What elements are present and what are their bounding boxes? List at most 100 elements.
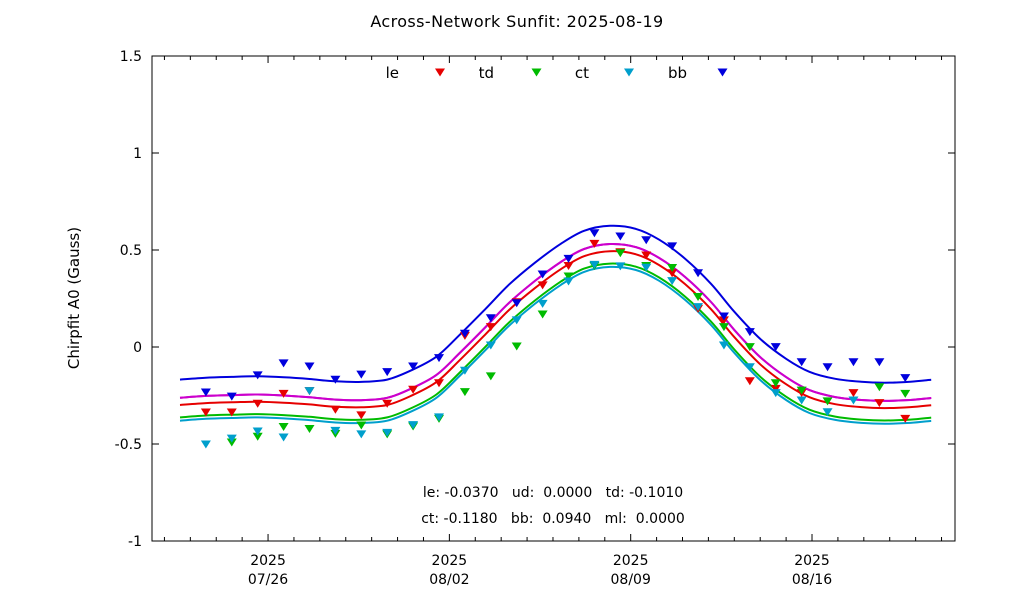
stats-line-2: ct: -0.1180 bb: 0.0940 ml: 0.0000 — [421, 511, 685, 527]
marker-le — [900, 414, 911, 423]
marker-ct — [537, 299, 548, 308]
marker-ct — [744, 363, 755, 372]
marker-le — [641, 251, 652, 260]
markers-ct — [200, 260, 859, 449]
marker-le — [770, 384, 781, 393]
marker-bb — [252, 371, 263, 380]
marker-ct — [770, 389, 781, 398]
legend: le td ct bb — [386, 64, 687, 82]
marker-td — [537, 310, 548, 319]
marker-td — [511, 342, 522, 351]
y-tick-label: -0.5 — [115, 437, 142, 453]
marker-bb — [485, 314, 496, 323]
marker-bb — [770, 343, 781, 352]
marker-bb — [200, 388, 211, 397]
marker-bb — [356, 370, 367, 379]
marker-td — [356, 421, 367, 430]
curves-layer — [179, 224, 932, 425]
chart-title: Across-Network Sunfit: 2025-08-19 — [370, 12, 663, 31]
marker-td — [304, 424, 315, 433]
marker-le — [252, 399, 263, 408]
marker-le — [356, 411, 367, 420]
marker-bb — [900, 374, 911, 383]
marker-td — [252, 432, 263, 441]
marker-ct — [667, 277, 678, 286]
marker-bb — [226, 392, 237, 401]
marker-td — [718, 323, 729, 332]
marker-bb — [304, 362, 315, 371]
curve-bb — [179, 224, 932, 384]
x-tick-label-date: 08/09 — [611, 572, 651, 588]
marker-bb — [744, 328, 755, 337]
marker-ct — [408, 421, 419, 430]
marker-td — [900, 389, 911, 398]
legend-marker-td — [531, 68, 542, 77]
marker-ct — [693, 303, 704, 312]
marker-td — [459, 388, 470, 397]
y-tick-label: 0.5 — [120, 243, 142, 259]
x-tick-label-year: 2025 — [250, 553, 286, 569]
marker-le — [200, 408, 211, 417]
marker-td — [278, 423, 289, 432]
axes-layer: 2025 07/26 2025 08/02 2025 08/09 2025 08/16 1.5 1… — [115, 49, 956, 588]
marker-bb — [408, 362, 419, 371]
marker-ct — [278, 433, 289, 442]
marker-td — [615, 249, 626, 258]
marker-bb — [278, 359, 289, 368]
marker-bb — [537, 270, 548, 279]
marker-bb — [822, 363, 833, 372]
marker-bb — [330, 375, 341, 384]
x-tick-label-year: 2025 — [432, 553, 468, 569]
marker-le — [848, 389, 859, 398]
marker-le — [226, 408, 237, 417]
marker-bb — [641, 236, 652, 245]
plot-border — [151, 55, 956, 542]
markers-layer — [200, 68, 911, 449]
legend-marker-bb — [717, 68, 728, 77]
y-tick-label: 1 — [133, 146, 142, 162]
marker-le — [330, 405, 341, 414]
marker-td — [874, 383, 885, 392]
curve-td — [179, 262, 932, 422]
x-tick-label-date: 07/26 — [248, 572, 288, 588]
marker-le — [874, 399, 885, 408]
x-tick-label-date: 08/16 — [792, 572, 832, 588]
marker-le — [667, 269, 678, 278]
marker-td — [667, 263, 678, 272]
marker-ct — [304, 387, 315, 396]
x-tick-label-year: 2025 — [613, 553, 649, 569]
y-tick-label: 1.5 — [120, 49, 142, 65]
marker-le — [278, 389, 289, 398]
curve-le — [179, 250, 932, 410]
marker-ct — [615, 262, 626, 271]
legend-marker-le — [435, 68, 445, 77]
marker-td — [796, 386, 807, 395]
marker-ct — [434, 413, 445, 422]
marker-le — [434, 379, 445, 388]
marker-ct — [718, 341, 729, 350]
legend-label-ct: ct — [575, 64, 589, 82]
marker-bb — [718, 312, 729, 321]
legend-label-le: le — [386, 64, 399, 82]
marker-le — [744, 377, 755, 386]
y-tick-label: 0 — [133, 340, 142, 356]
marker-ct — [589, 260, 600, 269]
x-tick-label-date: 08/02 — [429, 572, 469, 588]
marker-ct — [356, 430, 367, 439]
marker-ct — [796, 396, 807, 405]
marker-le — [408, 385, 419, 394]
markers-bb — [200, 229, 911, 401]
legend-label-bb: bb — [668, 64, 687, 82]
marker-td — [770, 379, 781, 388]
stats-line-1: le: -0.0370 ud: 0.0000 td: -0.1010 — [423, 485, 683, 501]
marker-bb — [589, 229, 600, 238]
marker-bb — [693, 269, 704, 278]
curve-ml — [179, 242, 932, 402]
marker-bb — [796, 358, 807, 367]
marker-ct — [848, 396, 859, 405]
marker-bb — [382, 368, 393, 377]
y-axis-title: Chirpfit A0 (Gauss) — [65, 227, 83, 369]
marker-bb — [615, 232, 626, 241]
marker-le — [485, 323, 496, 332]
